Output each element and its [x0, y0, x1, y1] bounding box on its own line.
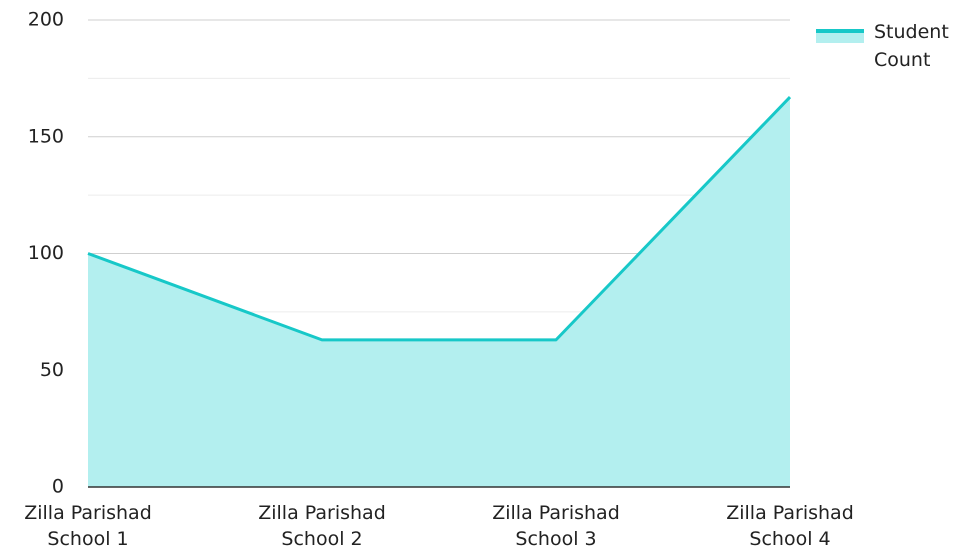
y-tick-label: 0 [52, 476, 64, 498]
y-tick-label: 150 [28, 125, 64, 147]
x-tick-label: Zilla Parishad School 4 [726, 502, 854, 550]
y-tick-label: 100 [28, 242, 64, 264]
y-tick-label: 200 [28, 9, 64, 31]
legend-swatch-fill [816, 31, 864, 43]
x-tick-label: Zilla Parishad School 1 [24, 502, 152, 550]
x-tick-label: Zilla Parishad School 2 [258, 502, 386, 550]
y-tick-label: 50 [40, 359, 64, 381]
legend-label: Student Count [874, 21, 949, 71]
area-line [87, 96, 792, 342]
x-tick-label: Zilla Parishad School 3 [492, 502, 620, 550]
area-fill [88, 97, 790, 488]
